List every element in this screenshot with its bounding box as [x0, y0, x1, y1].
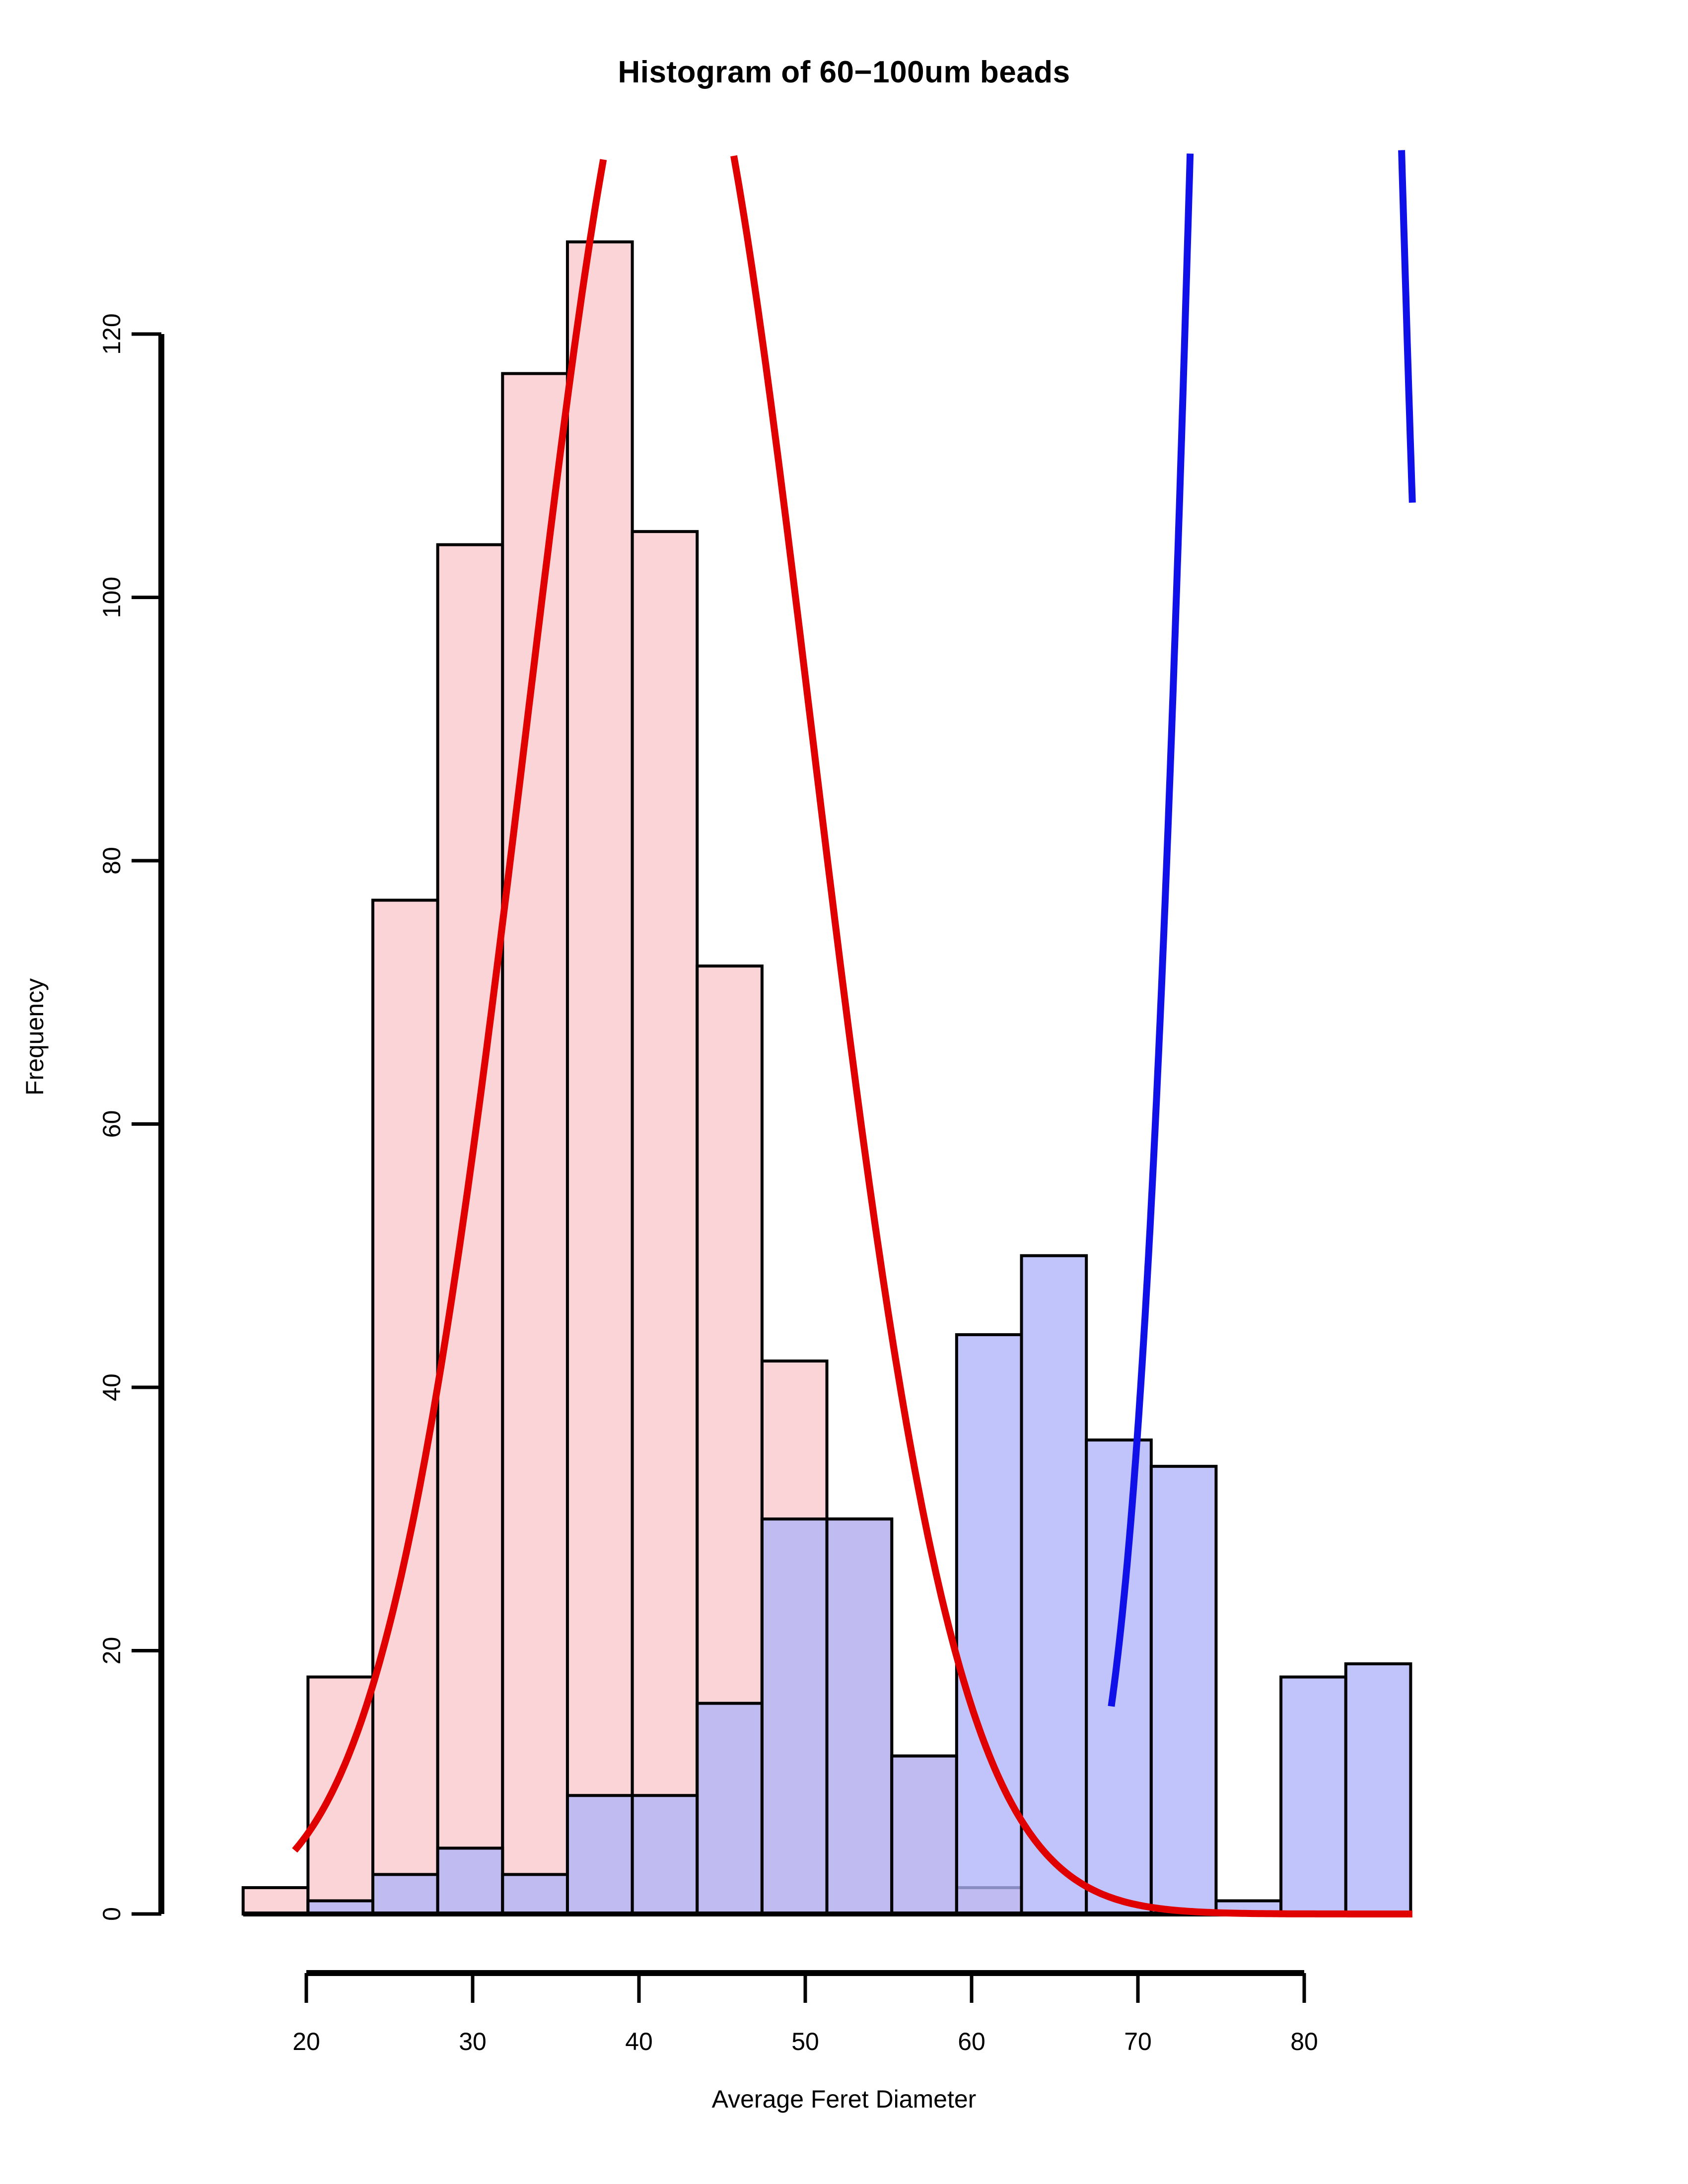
y-axis-tick-label: 20: [98, 1637, 126, 1665]
histogram-bar-blue: [760, 1517, 829, 1915]
histogram-bar-blue: [631, 1794, 699, 1915]
histogram-bar-blue: [1085, 1438, 1153, 1916]
histogram-bar-blue: [371, 1873, 439, 1916]
y-axis-tick-label: 40: [98, 1373, 126, 1401]
y-axis: 0 20 40 60 80 100 120: [98, 313, 164, 1921]
x-axis-tick-label: 60: [958, 2028, 985, 2055]
x-axis-tick-label: 50: [791, 2028, 819, 2055]
histogram-bar-blue: [955, 1333, 1023, 1915]
x-axis-tick-label: 30: [459, 2028, 487, 2055]
x-axis: 20 30 40 50 60 70 80: [292, 1970, 1318, 2055]
histogram-bar-blue: [890, 1754, 958, 1915]
pink-histogram-bars: [241, 240, 1023, 1916]
x-axis-label: Average Feret Diameter: [711, 2085, 977, 2113]
histogram-bar-pink: [371, 898, 439, 1915]
y-axis-tick-label: 0: [98, 1907, 126, 1921]
y-axis-tick-label: 80: [98, 847, 126, 875]
red-normal-curve: [292, 155, 1413, 1917]
histogram-bar-blue: [565, 1794, 634, 1915]
histogram-bar-blue: [1344, 1662, 1412, 1915]
x-axis-tick-label: 20: [292, 2028, 320, 2055]
histogram-bar-pink: [241, 1886, 310, 1915]
x-axis-tick-label: 70: [1124, 2028, 1152, 2055]
histogram-bar-blue: [501, 1873, 569, 1916]
histogram-bar-pink: [631, 530, 699, 1915]
histogram-bar-pink: [565, 240, 634, 1916]
histogram-bar-blue: [1149, 1465, 1218, 1915]
y-axis-tick-label: 60: [98, 1110, 126, 1138]
histogram-bar-blue: [436, 1846, 504, 1915]
y-axis-tick-label: 120: [98, 313, 126, 354]
density-curves: [292, 150, 1416, 1917]
x-axis-tick-label: 80: [1290, 2028, 1318, 2055]
histogram-bar-blue: [696, 1702, 764, 1916]
x-axis-tick-label: 40: [625, 2028, 653, 2055]
histogram-bar-pink: [436, 543, 504, 1916]
histogram-bar-blue: [1020, 1254, 1088, 1915]
page-title: Histogram of 60−100um beads: [618, 55, 1070, 89]
y-axis-tick-label: 100: [98, 577, 126, 618]
blue-histogram-bars: [243, 1254, 1412, 1916]
histogram-bar-pink: [501, 372, 569, 1916]
histogram-bar-blue: [825, 1517, 894, 1915]
blue-normal-curve: [1108, 150, 1416, 1707]
histogram-bar-blue: [1279, 1675, 1347, 1916]
